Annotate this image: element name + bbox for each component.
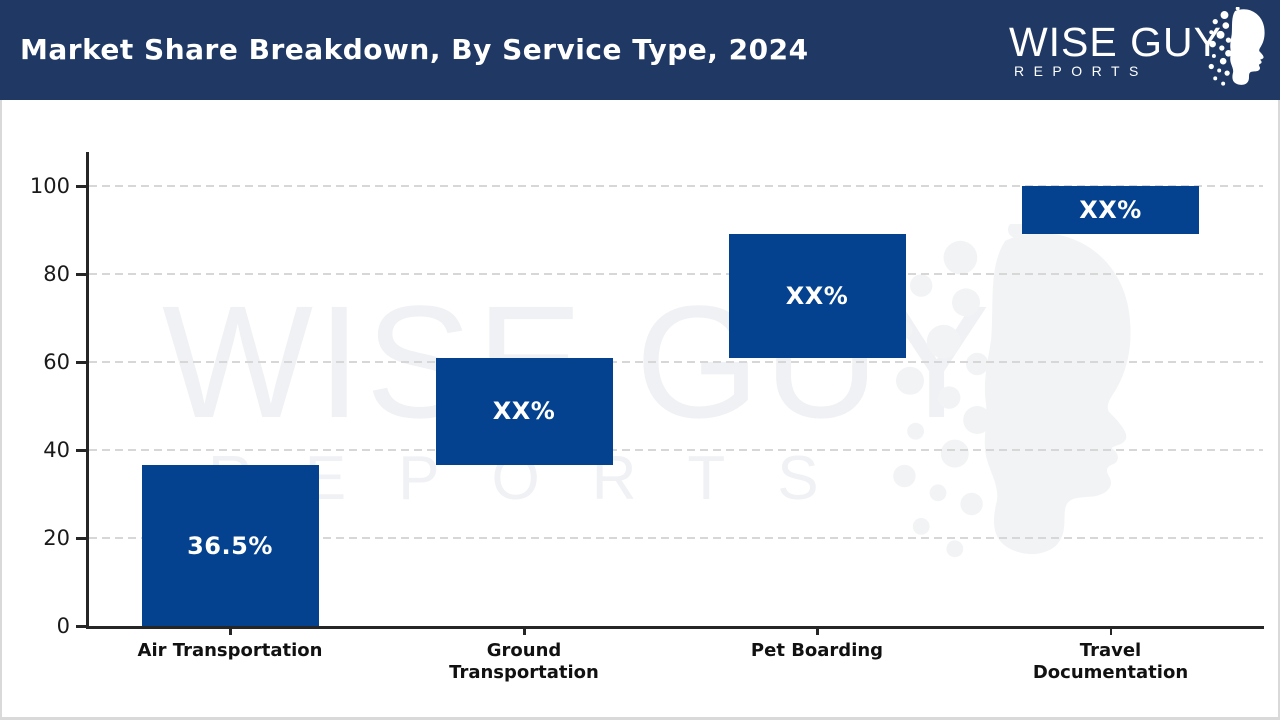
y-tick-label-60: 60 <box>43 350 70 374</box>
category-label-travel-documentation: Travel Documentation <box>991 640 1231 684</box>
bar-ground-transportation: XX% <box>435 357 613 466</box>
category-label-pet-boarding: Pet Boarding <box>697 640 937 662</box>
x-axis-line <box>86 626 1264 629</box>
logo-text: WISE GUY REPORTS <box>1008 18 1222 79</box>
bar-value-label-air-transportation: 36.5% <box>187 531 273 560</box>
bar-value-label-ground-transportation: XX% <box>492 397 556 426</box>
bar-value-label-pet-boarding: XX% <box>785 281 849 310</box>
x-tick-air-transportation <box>229 628 232 635</box>
y-tick-100 <box>76 185 86 188</box>
category-label-line: Ground <box>486 640 562 661</box>
bar-air-transportation: 36.5% <box>141 465 319 626</box>
y-tick-label-100: 100 <box>29 174 70 198</box>
x-tick-ground-transportation <box>523 628 526 635</box>
bar-pet-boarding: XX% <box>728 234 906 358</box>
y-tick-label-80: 80 <box>43 262 70 286</box>
category-label-ground-transportation: Ground Transportation <box>404 640 644 684</box>
category-label-line: Transportation <box>449 662 599 683</box>
bar-value-label-travel-documentation: XX% <box>1079 196 1142 225</box>
category-label-line: Travel <box>1079 640 1142 661</box>
gridline-100 <box>89 185 1263 187</box>
frame-edge-bottom <box>0 717 1280 720</box>
logo-subtitle: REPORTS <box>1013 62 1148 79</box>
frame-edge-left <box>0 100 2 720</box>
category-label-air-transportation: Air Transportation <box>110 640 350 662</box>
y-tick-60 <box>76 361 86 364</box>
page-title: Market Share Breakdown, By Service Type,… <box>20 33 809 66</box>
y-tick-label-0: 0 <box>56 614 70 638</box>
category-label-line: Pet Boarding <box>750 640 884 661</box>
gridline-40 <box>89 449 1263 451</box>
y-axis-line <box>86 152 89 628</box>
y-tick-label-20: 20 <box>43 526 70 550</box>
wiseguy-logo: WISE GUY REPORTS <box>1009 0 1272 100</box>
logo-wordmark: WISE GUY <box>1008 18 1222 65</box>
gridline-60 <box>89 361 1263 363</box>
y-tick-label-40: 40 <box>43 438 70 462</box>
x-tick-pet-boarding <box>816 628 819 635</box>
frame-edge-right <box>1278 100 1280 720</box>
gridline-20 <box>89 537 1263 539</box>
y-tick-80 <box>76 273 86 276</box>
y-tick-0 <box>76 625 86 628</box>
y-tick-40 <box>76 449 86 452</box>
category-label-line: Air Transportation <box>137 640 323 661</box>
logo-head-icon <box>1208 7 1265 86</box>
bar-travel-documentation: XX% <box>1022 186 1199 235</box>
category-label-line: Documentation <box>1032 662 1189 683</box>
gridline-80 <box>89 273 1263 275</box>
x-tick-travel-documentation <box>1109 628 1112 635</box>
watermark-head-icon <box>893 224 1131 558</box>
header: Market Share Breakdown, By Service Type,… <box>0 0 1280 100</box>
y-tick-20 <box>76 537 86 540</box>
